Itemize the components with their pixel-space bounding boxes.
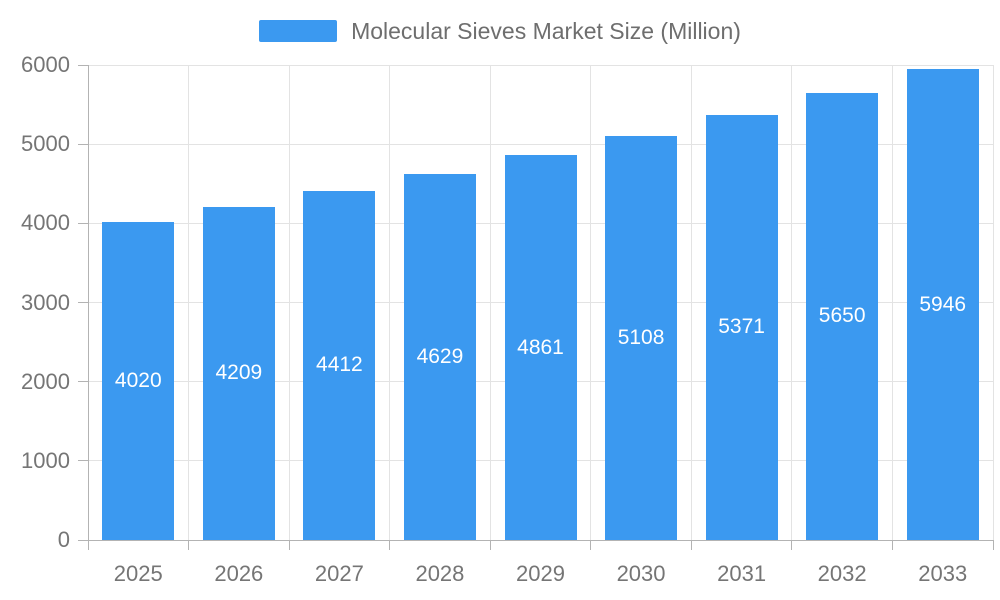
bar[interactable]: [806, 92, 879, 540]
x-axis-tick: [489, 540, 491, 550]
legend[interactable]: Molecular Sieves Market Size (Million): [0, 17, 1000, 45]
x-axis-label: 2032: [817, 561, 867, 586]
x-axis-tick: [891, 540, 893, 550]
gridline-vertical: [288, 65, 290, 540]
x-axis-label: 2031: [717, 561, 767, 586]
y-axis-tick-label: 2000: [21, 368, 70, 394]
x-axis-line: [88, 539, 993, 541]
x-axis-label: 2033: [918, 561, 968, 586]
x-axis-label: 2028: [415, 561, 465, 586]
y-axis-tick: [78, 143, 88, 145]
x-axis-label: 2027: [314, 561, 364, 586]
gridline-vertical: [590, 65, 592, 540]
bar[interactable]: [102, 221, 175, 540]
x-axis-label: 2026: [214, 561, 264, 586]
x-axis-tick: [590, 540, 592, 550]
gridline-vertical: [891, 65, 893, 540]
bar[interactable]: [906, 69, 979, 540]
bar[interactable]: [504, 155, 577, 540]
legend-label[interactable]: Molecular Sieves Market Size (Million): [351, 17, 741, 44]
gridline-horizontal: [88, 143, 993, 145]
gridline-vertical: [389, 65, 391, 540]
y-axis-tick-label: 3000: [21, 289, 70, 315]
gridline-vertical: [992, 65, 994, 540]
gridline-vertical: [188, 65, 190, 540]
y-axis-tick: [78, 64, 88, 66]
legend-swatch[interactable]: [259, 20, 338, 42]
y-axis-tick-label: 4000: [21, 210, 70, 236]
bar[interactable]: [705, 114, 778, 540]
y-axis-tick: [78, 302, 88, 303]
y-axis-tick: [78, 539, 88, 541]
bar[interactable]: [605, 135, 678, 540]
y-axis-line: [87, 65, 89, 540]
x-axis-tick: [690, 540, 692, 550]
x-axis-tick: [791, 540, 793, 550]
x-axis-label: 2030: [616, 561, 666, 586]
x-axis-tick: [288, 540, 290, 550]
bar[interactable]: [403, 173, 476, 540]
x-axis-tick: [188, 540, 190, 550]
x-axis-tick: [87, 540, 89, 550]
y-axis-tick-label: 5000: [21, 131, 70, 157]
gridline-horizontal: [88, 64, 993, 66]
y-axis-tick: [78, 460, 88, 462]
y-axis-tick-label: 6000: [21, 52, 70, 77]
y-axis-tick-label: 1000: [21, 447, 70, 473]
x-axis-label: 2029: [516, 561, 565, 586]
x-axis-tick: [992, 540, 994, 550]
x-axis-tick: [389, 540, 391, 550]
y-axis-tick-label: 0: [57, 527, 70, 552]
gridline-vertical: [489, 65, 491, 540]
y-axis-tick: [78, 222, 88, 224]
bar[interactable]: [202, 206, 275, 540]
gridline-vertical: [791, 65, 793, 540]
y-axis-tick: [78, 381, 88, 383]
x-axis-label: 2025: [113, 561, 163, 586]
gridline-vertical: [690, 65, 692, 540]
bar[interactable]: [303, 190, 376, 540]
